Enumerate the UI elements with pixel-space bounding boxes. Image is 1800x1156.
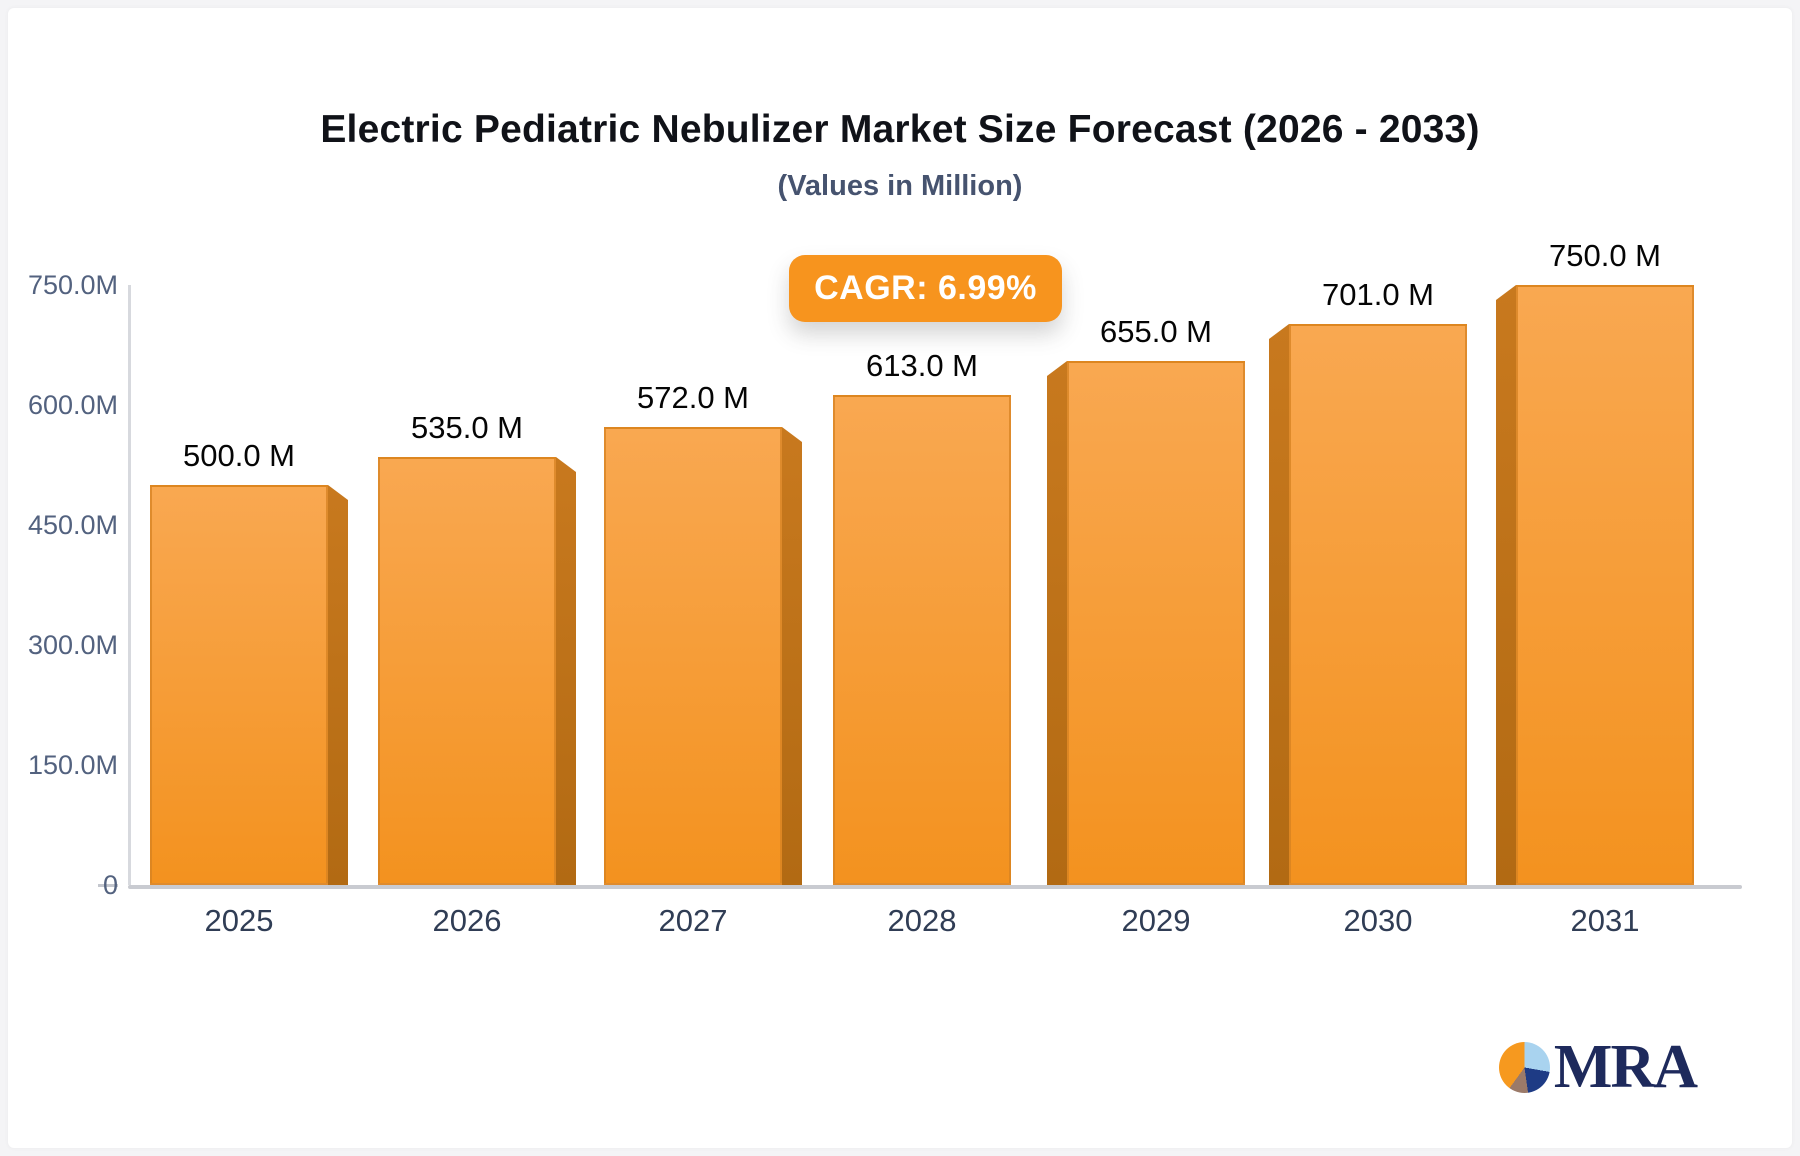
y-axis-tick-label: 300.0M (27, 630, 118, 660)
bar-value-label: 572.0 M (636, 380, 750, 415)
chart-subtitle: (Values in Million) (777, 170, 1023, 202)
bar-2030[interactable] (1289, 324, 1467, 885)
bar-value-label: 750.0 M (1548, 238, 1662, 273)
bar-depth-face[interactable] (1047, 361, 1067, 885)
bar-2029[interactable] (1067, 361, 1245, 885)
pie-chart-icon (1498, 1041, 1550, 1093)
zero-tick-mark (98, 884, 118, 887)
bar-2028[interactable] (833, 395, 1011, 885)
x-axis-label: 2031 (1570, 903, 1640, 938)
y-axis-tick-label: 0 (102, 870, 118, 900)
y-axis-line (128, 285, 131, 885)
bar-2025[interactable] (150, 485, 328, 885)
chart-card: Electric Pediatric Nebulizer Market Size… (8, 8, 1792, 1148)
x-axis-label: 2025 (204, 903, 274, 938)
x-axis-label: 2026 (432, 903, 502, 938)
y-axis-tick-label: 150.0M (27, 750, 118, 780)
chart-title: Electric Pediatric Nebulizer Market Size… (320, 108, 1480, 151)
x-axis-label: 2030 (1343, 903, 1413, 938)
bar-depth-face[interactable] (782, 427, 802, 885)
cagr-badge-label: CAGR: 6.99% (814, 269, 1037, 307)
y-axis-tick-label: 450.0M (27, 510, 118, 540)
x-axis-line (128, 885, 1742, 889)
mra-logo: MRA (1498, 1033, 1698, 1101)
bar-value-label: 535.0 M (410, 410, 524, 445)
y-axis-tick-label: 750.0M (27, 270, 118, 300)
x-axis-label: 2029 (1121, 903, 1191, 938)
x-axis-label: 2027 (658, 903, 728, 938)
bar-value-label: 655.0 M (1099, 314, 1213, 349)
bar-depth-face[interactable] (1269, 324, 1289, 885)
x-axis-label: 2028 (887, 903, 957, 938)
y-axis-tick-label: 600.0M (27, 390, 118, 420)
plot-area: 750.0M 600.0M 450.0M 300.0M 150.0M 0 500.0 M 20… (8, 8, 1792, 1148)
bar-2031[interactable] (1516, 285, 1694, 885)
bar-2027[interactable] (604, 427, 782, 885)
bar-value-label: 500.0 M (182, 438, 296, 473)
bar-value-label: 613.0 M (865, 348, 979, 383)
bar-2026[interactable] (378, 457, 556, 885)
logo-text: MRA (1553, 1033, 1698, 1101)
bar-depth-face[interactable] (1496, 285, 1516, 885)
bar-depth-face[interactable] (556, 457, 576, 885)
bar-depth-face[interactable] (328, 485, 348, 885)
cagr-badge: CAGR: 6.99% (789, 255, 1062, 322)
bar-value-label: 701.0 M (1321, 277, 1435, 312)
